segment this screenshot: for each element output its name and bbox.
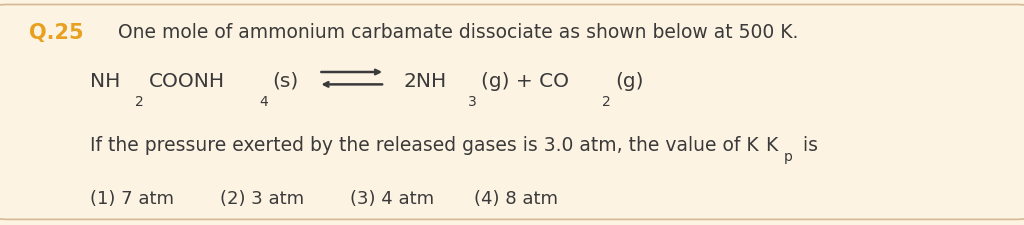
Text: (g) + CO: (g) + CO	[481, 72, 569, 91]
Text: 2NH: 2NH	[403, 72, 446, 91]
Text: (1) 7 atm: (1) 7 atm	[90, 190, 174, 208]
Text: (s): (s)	[272, 72, 299, 91]
Text: One mole of ammonium carbamate dissociate as shown below at 500 K.: One mole of ammonium carbamate dissociat…	[118, 23, 798, 42]
Text: 4: 4	[259, 95, 268, 109]
Text: (g): (g)	[615, 72, 644, 91]
Text: COONH: COONH	[148, 72, 224, 91]
Text: Q.25: Q.25	[29, 23, 83, 43]
Text: 3: 3	[468, 95, 477, 109]
Text: (2) 3 atm: (2) 3 atm	[220, 190, 304, 208]
Text: p: p	[783, 151, 793, 164]
Text: NH: NH	[90, 72, 121, 91]
Text: is: is	[797, 136, 818, 155]
Text: (3) 4 atm: (3) 4 atm	[350, 190, 434, 208]
Text: If the pressure exerted by the released gases is 3.0 atm, the value of K: If the pressure exerted by the released …	[90, 136, 759, 155]
Text: 2: 2	[602, 95, 611, 109]
Text: (4) 8 atm: (4) 8 atm	[474, 190, 558, 208]
Text: K: K	[765, 136, 777, 155]
FancyBboxPatch shape	[0, 4, 1024, 219]
Text: 2: 2	[135, 95, 144, 109]
